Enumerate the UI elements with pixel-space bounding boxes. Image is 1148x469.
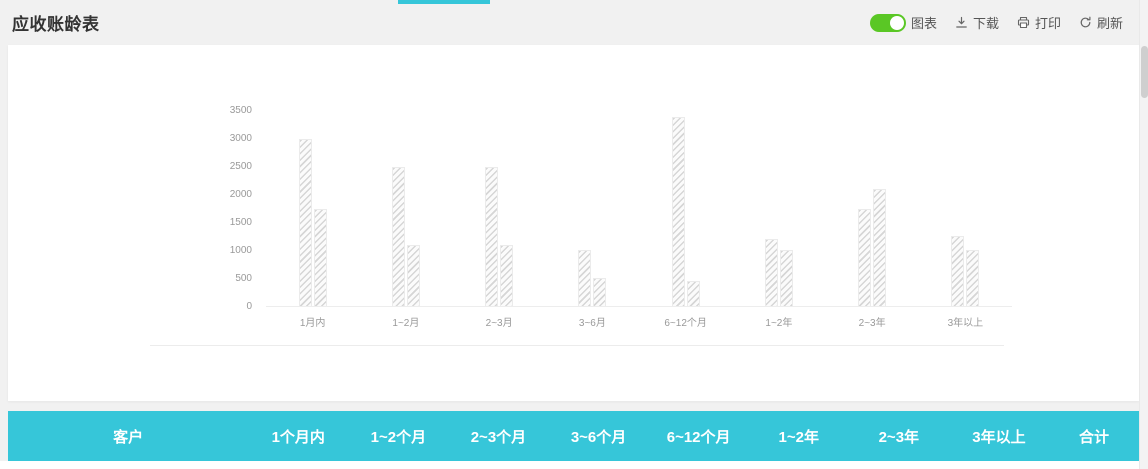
print-button[interactable]: 打印 <box>1017 13 1061 32</box>
bar-series-2 <box>873 189 887 306</box>
download-button[interactable]: 下载 <box>955 13 999 32</box>
bottom-strip <box>0 461 1148 469</box>
print-label: 打印 <box>1034 16 1061 31</box>
bar-pair <box>858 111 887 306</box>
refresh-label: 刷新 <box>1096 16 1123 31</box>
bar-group: 1~2年 <box>732 111 825 329</box>
bar-pair <box>764 111 793 306</box>
table-header-cell-4: 3~6个月 <box>570 428 627 446</box>
aging-bar-chart: 0 500 1000 1500 2000 2500 3000 3500 1月内 1~2月 2~3月… <box>208 106 1018 347</box>
bar-pair <box>671 111 700 306</box>
chart-card: 0 500 1000 1500 2000 2500 3000 3500 1月内 1~2月 2~3月… <box>8 45 1139 401</box>
chart-y-axis: 0 500 1000 1500 2000 2500 3000 3500 <box>208 106 252 312</box>
table-header-cell-7: 2~3年 <box>878 428 920 446</box>
refresh-icon <box>1079 16 1092 29</box>
download-label: 下载 <box>972 16 999 31</box>
bar-series-2 <box>593 278 607 306</box>
bar-series-1 <box>764 239 778 306</box>
table-header-cell-6: 1~2年 <box>778 428 819 446</box>
x-axis-category-label: 2~3月 <box>485 318 513 329</box>
bar-group: 2~3月 <box>453 111 546 329</box>
table-header-cell-0: 客户 <box>113 428 144 446</box>
bar-series-1 <box>671 116 685 306</box>
bar-group: 3年以上 <box>919 111 1012 329</box>
bar-group: 2~3年 <box>826 111 919 329</box>
scrollbar-thumb[interactable] <box>1141 46 1148 98</box>
bar-pair <box>951 111 980 306</box>
x-axis-category-label: 1~2年 <box>765 318 793 329</box>
bar-group: 6~12个月 <box>639 111 732 329</box>
refresh-button[interactable]: 刷新 <box>1079 13 1123 32</box>
bar-pair <box>578 111 607 306</box>
x-axis-category-label: 3~6月 <box>578 318 606 329</box>
y-axis-tick-label: 3500 <box>229 105 252 116</box>
y-axis-tick-label: 2000 <box>229 189 252 200</box>
y-axis-tick-label: 0 <box>246 301 252 312</box>
page-header: 应收账龄表 图表 下载 <box>0 0 1139 45</box>
active-tab-indicator <box>398 0 490 4</box>
page-title: 应收账龄表 <box>12 15 100 34</box>
bar-group: 1~2月 <box>359 111 452 329</box>
chart-plot: 1月内 1~2月 2~3月 3~6月 6~12个月 1~2年 2~3年 3年以上 <box>266 111 1012 329</box>
chart-toggle-group: 图表 <box>869 13 937 32</box>
x-axis-category-label: 3年以上 <box>947 318 984 329</box>
bar-series-2 <box>966 250 980 306</box>
chart-toggle-label: 图表 <box>910 16 937 31</box>
bar-series-1 <box>391 166 405 306</box>
toggle-knob <box>889 15 904 30</box>
y-axis-tick-label: 1500 <box>229 217 252 228</box>
bar-pair <box>485 111 514 306</box>
bar-series-1 <box>298 138 312 306</box>
chart-divider <box>150 345 1004 346</box>
bar-series-1 <box>578 250 592 306</box>
table-header-row: 客户 1个月内 1~2个月 2~3个月 3~6个月 6~12个月 1~2年 2~3年 3年以上 合… <box>8 411 1139 461</box>
table-header-cell-9: 合计 <box>1079 428 1110 446</box>
y-axis-tick-label: 1000 <box>229 245 252 256</box>
x-axis-category-label: 1月内 <box>299 318 326 329</box>
bar-pair <box>391 111 420 306</box>
bar-series-2 <box>406 244 420 306</box>
bar-group: 3~6月 <box>546 111 639 329</box>
x-axis-category-label: 2~3年 <box>858 318 886 329</box>
y-axis-tick-label: 2500 <box>229 161 252 172</box>
toolbar: 图表 下载 打印 <box>869 13 1123 32</box>
x-axis-category-label: 6~12个月 <box>664 318 707 329</box>
bar-series-1 <box>951 236 965 306</box>
table-header-cell-8: 3年以上 <box>972 428 1026 446</box>
download-icon <box>955 16 968 29</box>
table-header-cell-1: 1个月内 <box>271 428 325 446</box>
bar-series-2 <box>686 280 700 306</box>
table-header-cell-2: 1~2个月 <box>370 428 427 446</box>
print-icon <box>1017 16 1030 29</box>
bar-series-2 <box>313 208 327 306</box>
table-header-cell-3: 2~3个月 <box>470 428 527 446</box>
chart-toggle[interactable] <box>869 13 906 32</box>
table-header-cell-5: 6~12个月 <box>666 428 731 446</box>
y-axis-tick-label: 500 <box>235 273 252 284</box>
x-axis-category-label: 1~2月 <box>392 318 420 329</box>
bar-group: 1月内 <box>266 111 359 329</box>
bar-series-1 <box>485 166 499 306</box>
vertical-scrollbar[interactable] <box>1139 0 1148 469</box>
y-axis-tick-label: 3000 <box>229 133 252 144</box>
bar-pair <box>298 111 327 306</box>
bar-series-2 <box>500 244 514 306</box>
bar-series-1 <box>858 208 872 306</box>
bar-series-2 <box>779 250 793 306</box>
